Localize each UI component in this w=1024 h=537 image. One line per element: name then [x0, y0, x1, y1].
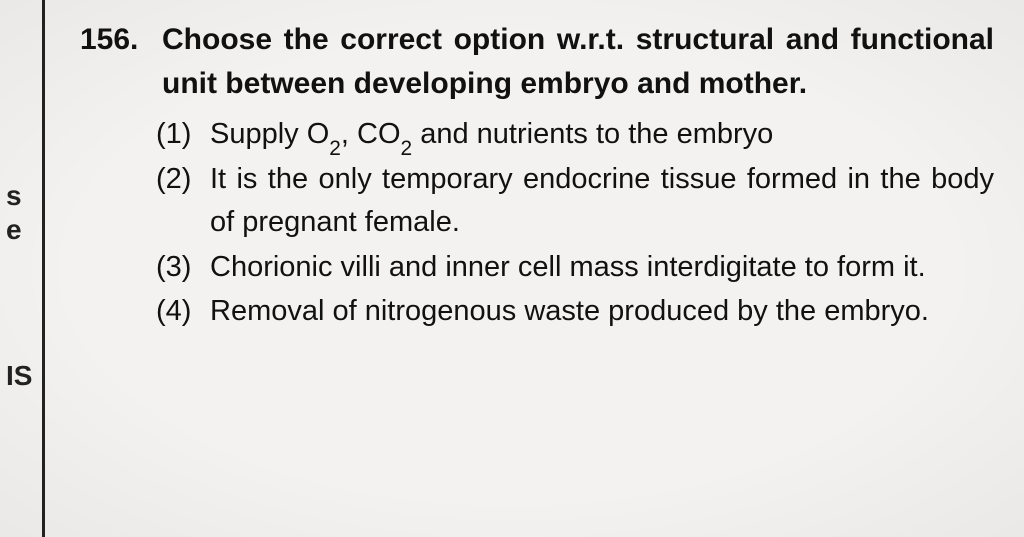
option-2-text: It is the only temporary endocrine tissu…	[210, 158, 994, 244]
option-4-text: Removal of nitrogenous waste produced by…	[210, 290, 994, 333]
option-4-number: (4)	[156, 290, 202, 333]
option-1-number: (1)	[156, 113, 202, 156]
page-gutter-rule	[42, 0, 45, 537]
clipped-text-s: s	[6, 180, 22, 212]
question-text: Choose the correct option w.r.t. structu…	[162, 18, 994, 107]
option-2-number: (2)	[156, 158, 202, 244]
question-row: 156. Choose the correct option w.r.t. st…	[80, 18, 994, 107]
question-number: 156.	[80, 18, 156, 61]
option-3-text: Chorionic villi and inner cell mass inte…	[210, 246, 994, 289]
clipped-text-is: IS	[6, 360, 32, 392]
option-1-text: Supply O2, CO2 and nutrients to the embr…	[210, 113, 994, 156]
option-3-number: (3)	[156, 246, 202, 289]
page: s e IS 156. Choose the correct option w.…	[0, 0, 1024, 537]
options-list: (1) Supply O2, CO2 and nutrients to the …	[156, 113, 994, 334]
option-3: (3) Chorionic villi and inner cell mass …	[156, 246, 994, 289]
clipped-text-e: e	[6, 214, 22, 246]
option-1: (1) Supply O2, CO2 and nutrients to the …	[156, 113, 994, 156]
option-4: (4) Removal of nitrogenous waste produce…	[156, 290, 994, 333]
option-2: (2) It is the only temporary endocrine t…	[156, 158, 994, 244]
question-block: 156. Choose the correct option w.r.t. st…	[80, 18, 994, 519]
